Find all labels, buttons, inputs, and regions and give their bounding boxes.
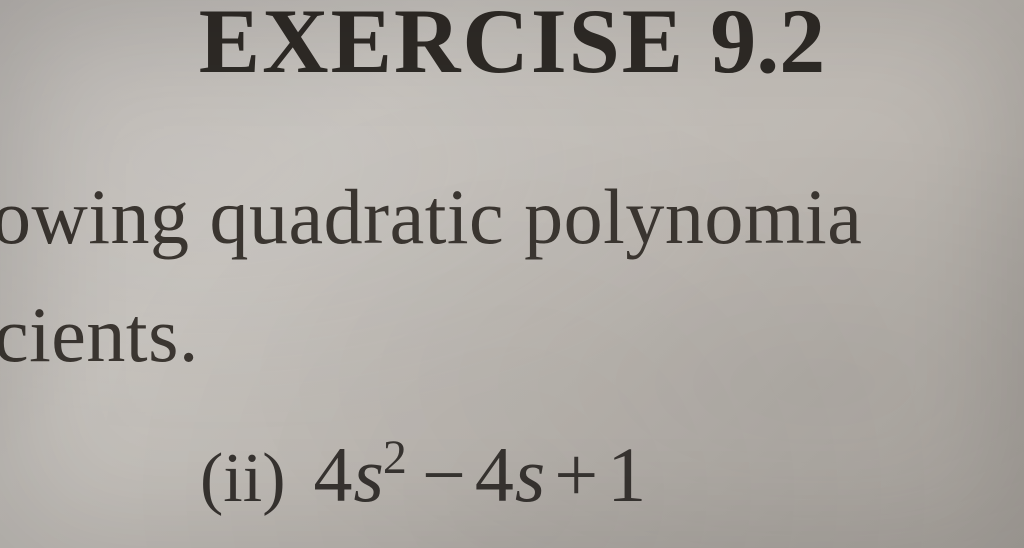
page-content: EXERCISE 9.2 owing quadratic polynomia c…	[0, 0, 1024, 548]
item-label: (ii)	[200, 439, 286, 519]
exponent-1: 2	[383, 430, 408, 485]
exercise-heading: EXERCISE 9.2	[0, 0, 1024, 94]
body-line-1: owing quadratic polynomia	[0, 172, 862, 262]
constant: 1	[607, 430, 647, 520]
list-item-ii: (ii) 4s2−4s+1	[200, 430, 647, 520]
var-1: s	[354, 430, 385, 520]
coef-2: 4	[475, 430, 515, 520]
math-expression: 4s2−4s+1	[314, 430, 648, 520]
heading-number: 9.2	[710, 0, 825, 92]
body-line-2: cients.	[0, 290, 199, 380]
op-minus: −	[422, 430, 467, 520]
coef-1: 4	[314, 430, 354, 520]
heading-prefix: EXERCISE	[199, 0, 685, 92]
var-2: s	[515, 430, 546, 520]
op-plus: +	[554, 430, 599, 520]
